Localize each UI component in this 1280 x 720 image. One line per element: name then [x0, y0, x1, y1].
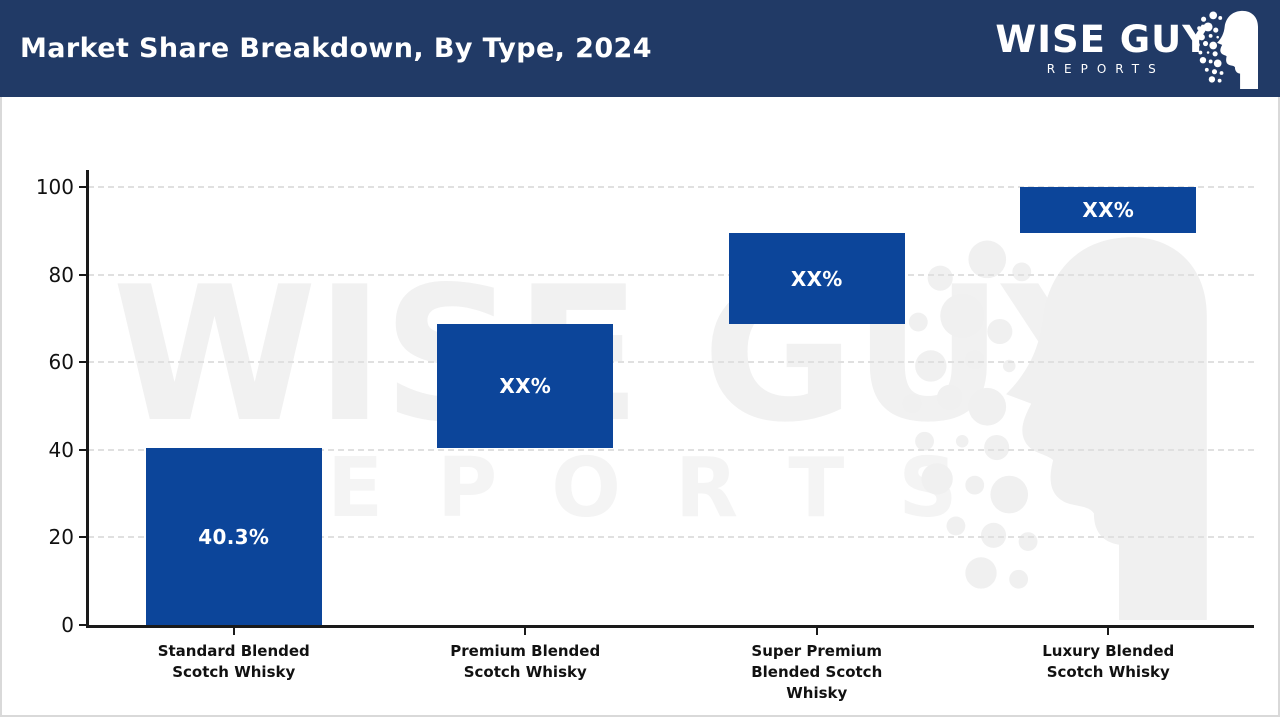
- frame-border-left: [0, 97, 2, 717]
- y-tick-label: 100: [35, 175, 74, 199]
- x-tick-mark: [524, 628, 527, 635]
- bar-value-label: XX%: [499, 374, 552, 399]
- gridline: [88, 536, 1254, 539]
- logo-wordmark: WISE GUY: [995, 18, 1210, 61]
- bar-value-label: XX%: [1082, 197, 1135, 222]
- page-title: Market Share Breakdown, By Type, 2024: [20, 33, 652, 64]
- gridline: [88, 273, 1254, 276]
- bar: XX%: [728, 232, 905, 325]
- bar-value-label: 40.3%: [198, 524, 270, 549]
- x-tick-mark: [815, 628, 818, 635]
- watermark-face-icon: [892, 228, 1208, 620]
- x-category-label: Premium Blended Scotch Whisky: [450, 642, 601, 681]
- x-category-label: Luxury Blended Scotch Whisky: [1042, 642, 1175, 681]
- y-tick-label: 20: [48, 525, 74, 550]
- logo-subtitle: REPORTS: [1046, 62, 1165, 76]
- y-tick-mark: [79, 536, 87, 539]
- gridline: [88, 361, 1254, 364]
- bar: XX%: [1020, 187, 1197, 233]
- y-tick-mark: [79, 448, 87, 451]
- gridline: [88, 448, 1254, 451]
- bar: XX%: [437, 324, 614, 449]
- header-bar: Market Share Breakdown, By Type, 2024 WI…: [0, 0, 1280, 97]
- gridline: [88, 186, 1254, 188]
- watermark-subtitle: REPORTS: [210, 441, 1012, 536]
- y-tick-mark: [79, 186, 87, 188]
- y-tick-mark: [79, 273, 87, 276]
- y-tick-mark: [79, 361, 87, 364]
- y-tick-mark: [79, 624, 87, 626]
- frame-border-bottom: [0, 715, 1280, 717]
- y-tick-label: 80: [48, 262, 74, 287]
- bar: 40.3%: [145, 448, 322, 625]
- x-tick-mark: [232, 628, 235, 635]
- x-axis-line: [86, 625, 1254, 628]
- x-category-label: Super Premium Blended Scotch Whisky: [751, 642, 883, 702]
- y-tick-label: 0: [61, 613, 74, 637]
- y-tick-label: 40: [48, 437, 74, 462]
- face-profile-logo-icon: [1194, 7, 1258, 91]
- watermark-wordmark: WISE GUY: [112, 246, 1137, 463]
- y-axis-line: [86, 170, 89, 628]
- wise-guy-reports-logo: WISE GUY REPORTS: [995, 7, 1258, 91]
- bar-value-label: XX%: [790, 266, 843, 291]
- y-tick-label: 60: [48, 350, 74, 375]
- x-tick-mark: [1107, 628, 1110, 635]
- x-category-label: Standard Blended Scotch Whisky: [157, 642, 310, 681]
- frame-border-right: [1278, 97, 1280, 717]
